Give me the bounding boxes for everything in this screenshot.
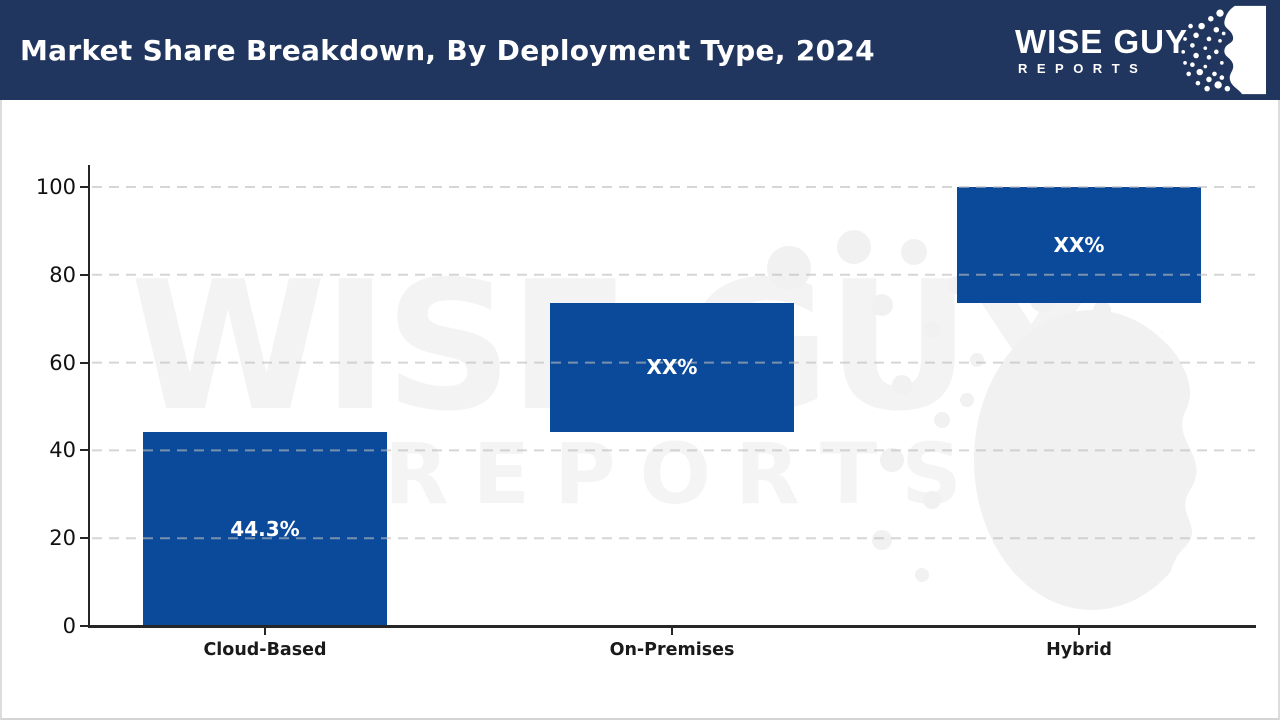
x-category-label: Hybrid (1046, 640, 1112, 660)
brand-logo: WISE GUY REPORTS (1015, 4, 1266, 96)
x-category-label: Cloud-Based (203, 640, 327, 660)
y-tick-label: 40 (49, 438, 76, 463)
bar-segment (550, 303, 794, 432)
x-tick-mark (264, 627, 266, 635)
dotted-face-icon (1181, 5, 1266, 95)
x-tick-mark (671, 627, 673, 635)
x-axis-line (88, 625, 1256, 628)
y-tick-mark (80, 186, 89, 188)
x-tick-mark (1078, 627, 1080, 635)
bar-value-label: XX% (1053, 233, 1105, 258)
y-tick-mark (80, 449, 89, 452)
brand-logo-text: WISE GUY REPORTS (1015, 25, 1188, 76)
bar-value-label: XX% (646, 355, 698, 380)
header-bar: Market Share Breakdown, By Deployment Ty… (0, 0, 1280, 100)
x-category-label: On-Premises (609, 640, 735, 660)
y-tick-mark (80, 273, 89, 276)
y-tick-label: 60 (49, 350, 76, 375)
y-tick-label: 100 (35, 175, 76, 199)
y-tick-label: 0 (62, 614, 76, 638)
brand-subname: REPORTS (1017, 60, 1148, 76)
y-tick-mark (80, 625, 89, 627)
y-tick-label: 80 (49, 262, 76, 287)
bar-value-label: 44.3% (230, 516, 300, 541)
plot-region: 0 20 40 60 80 100 44.3% Cloud-Based XX% On-Premis… (2, 100, 1278, 718)
y-axis-line (88, 165, 90, 627)
y-tick-mark (80, 361, 89, 364)
chart-title: Market Share Breakdown, By Deployment Ty… (20, 33, 875, 67)
brand-name: WISE GUY (1014, 22, 1188, 60)
chart-area: WISE GUY REPORTS (0, 100, 1280, 720)
bar-segment (143, 431, 387, 626)
y-tick-mark (80, 537, 89, 540)
y-tick-label: 20 (49, 526, 76, 551)
